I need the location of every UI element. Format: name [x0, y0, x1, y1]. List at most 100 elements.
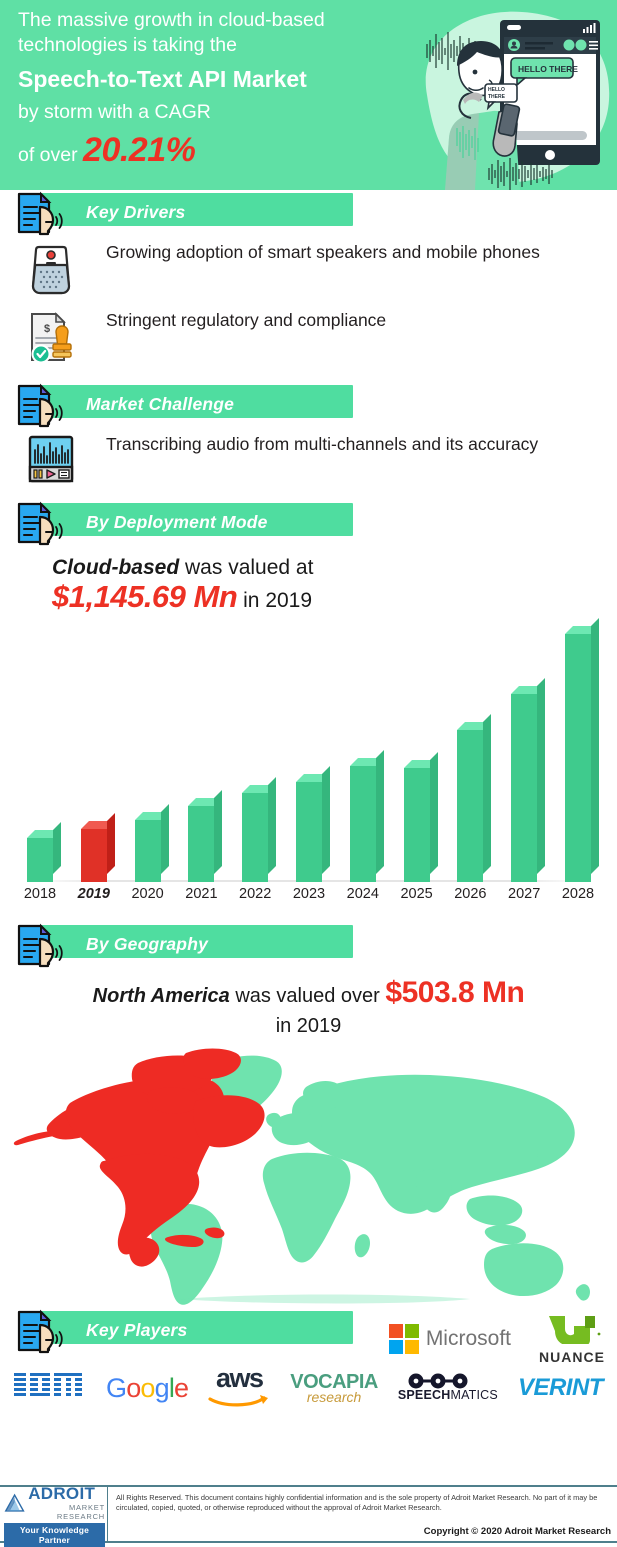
bar-2024 [349, 750, 384, 882]
chart-plot-area [14, 614, 604, 882]
deployment-value: $1,145.69 Mn [52, 579, 238, 614]
section-key-drivers: Key Drivers Growing adoption of smart sp… [0, 190, 617, 370]
banner-bar-key-players [38, 1311, 353, 1344]
bar-side-face [53, 822, 61, 874]
bar-slot-2023 [289, 766, 330, 882]
verint-label: VERINT [517, 1374, 604, 1401]
driver-text-regulatory: Stringent regulatory and compliance [106, 310, 387, 330]
regulatory-document-stamp-icon: $ [31, 312, 72, 364]
geography-lead-text: was valued over [235, 985, 380, 1007]
document-speech-icon [17, 1309, 63, 1354]
x-tick-2021: 2021 [185, 886, 218, 902]
header-title: Speech-to-Text API Market [18, 64, 408, 95]
bar-2021 [188, 790, 223, 882]
driver-item-regulatory: $ Stringent regulatory and compliance [0, 302, 617, 370]
vocapia-sublabel: research [306, 1389, 362, 1405]
deployment-lead-text: was valued at [185, 556, 314, 579]
aws-logo: aws [208, 1363, 270, 1413]
banner-bar-market-challenge [38, 385, 353, 418]
x-tick-2026: 2026 [454, 886, 487, 902]
footer: ADROIT MARKET RESEARCH Your Knowledge Pa… [0, 1484, 617, 1547]
bar-side-face [590, 618, 599, 874]
banner-bar-key-drivers [38, 193, 353, 226]
bar-front-face [27, 838, 53, 882]
x-tick-2027: 2027 [508, 886, 541, 902]
section-by-geography: By Geography North America was valued ov… [0, 922, 617, 1306]
speechmatics-label-rest: MATICS [450, 1388, 498, 1403]
hero-illustration: HELLO THERE HELLO THERE [425, 11, 610, 190]
chart-x-axis: 2018 2019 2020 2021 2022 2023 2024 2025 2026 2027… [14, 886, 604, 902]
challenge-item-transcribing: Transcribing audio from multi-channels a… [0, 426, 617, 490]
nuance-mark-icon [549, 1316, 601, 1346]
bar-slot-2024 [343, 750, 384, 882]
header-cagr-line: of over 20.21% [18, 130, 408, 175]
google-logo: Google [105, 1372, 189, 1404]
banner-label-deployment: By Deployment Mode [86, 511, 268, 532]
banner-by-geography: By Geography [0, 922, 617, 968]
bar-front-face [188, 806, 215, 882]
bar-2027 [511, 678, 546, 882]
bar-side-face [429, 752, 438, 874]
world-map [0, 1041, 617, 1306]
bar-slot-2027 [504, 678, 546, 882]
driver-text-smart-speakers: Growing adoption of smart speakers and m… [106, 242, 540, 262]
deployment-stat-line: Cloud-based was valued at $1,145.69 Mn i… [52, 554, 617, 614]
footer-disclaimer: All Rights Reserved. This document conta… [116, 1493, 598, 1512]
bar-slot-2018 [20, 822, 61, 882]
speechmatics-label-bold: SPEECH [397, 1388, 451, 1403]
adroit-logo: ADROIT MARKET RESEARCH Your Knowledge Pa… [0, 1484, 108, 1547]
banner-bar-deployment [38, 503, 353, 536]
bar-side-face [214, 790, 223, 874]
verint-logo: VERINT [517, 1374, 604, 1402]
banner-label-market-challenge: Market Challenge [86, 393, 235, 414]
map-highlight-north-america [13, 1048, 265, 1267]
header-banner: The massive growth in cloud-based techno… [0, 0, 617, 190]
bar-slot-2028 [558, 618, 599, 882]
banner-key-drivers: Key Drivers [0, 190, 617, 236]
banner-label-key-drivers: Key Drivers [86, 201, 186, 222]
google-letter-l: l [168, 1372, 175, 1403]
speechmatics-logo: SPEECHMATICS [398, 1373, 498, 1403]
x-tick-2028: 2028 [561, 886, 595, 902]
bar-slot-2020 [128, 804, 169, 882]
world-map-svg [13, 1048, 590, 1305]
svg-text:$: $ [44, 323, 50, 335]
adroit-triangle-icon [4, 1493, 25, 1512]
geography-value: $503.8 Mn [385, 976, 525, 1009]
google-letter-g1: G [105, 1372, 127, 1403]
bar-2018 [27, 822, 61, 882]
map-base-continents [150, 1055, 590, 1305]
google-letter-o2: o [140, 1372, 155, 1403]
header-text-block: The massive growth in cloud-based techno… [18, 8, 408, 175]
bar-side-face [268, 777, 277, 874]
bar-front-face [242, 793, 269, 882]
aws-label: aws [215, 1363, 264, 1393]
google-letter-o1: o [126, 1372, 141, 1403]
challenge-text-transcribing: Transcribing audio from multi-channels a… [106, 434, 539, 454]
header-of-over-label: of over [18, 144, 78, 166]
bar-2019 [80, 813, 115, 882]
bar-slot-2025 [397, 752, 438, 882]
bar-2020 [134, 804, 169, 882]
google-letter-e: e [174, 1372, 189, 1403]
adroit-tagline: Your Knowledge Partner [4, 1523, 105, 1547]
ibm-logo [14, 1371, 86, 1406]
bar-front-face [134, 820, 161, 882]
phone-message-text: HELLO THERE [518, 64, 578, 74]
google-letter-g2: g [154, 1372, 170, 1403]
bar-slot-2019 [74, 813, 115, 882]
audio-waveform-editor-icon [28, 435, 74, 483]
deployment-segment-name: Cloud-based [52, 556, 180, 579]
bar-front-face [80, 829, 107, 882]
banner-by-deployment-mode: By Deployment Mode [0, 500, 617, 546]
x-tick-2018: 2018 [23, 886, 57, 902]
deployment-bar-chart: 2018 2019 2020 2021 2022 2023 2024 2025 2026 2027… [0, 614, 617, 914]
smart-speaker-icon [31, 245, 71, 295]
key-players-top-logos: Microsoft NUANCE [388, 1312, 607, 1365]
x-tick-2019: 2019 [77, 886, 110, 902]
ibm-logo-icon [14, 1372, 82, 1396]
document-speech-icon [17, 501, 63, 546]
section-market-challenge: Market Challenge T [0, 382, 617, 490]
chart-bars [14, 614, 604, 882]
microsoft-squares-logo [388, 1323, 419, 1354]
